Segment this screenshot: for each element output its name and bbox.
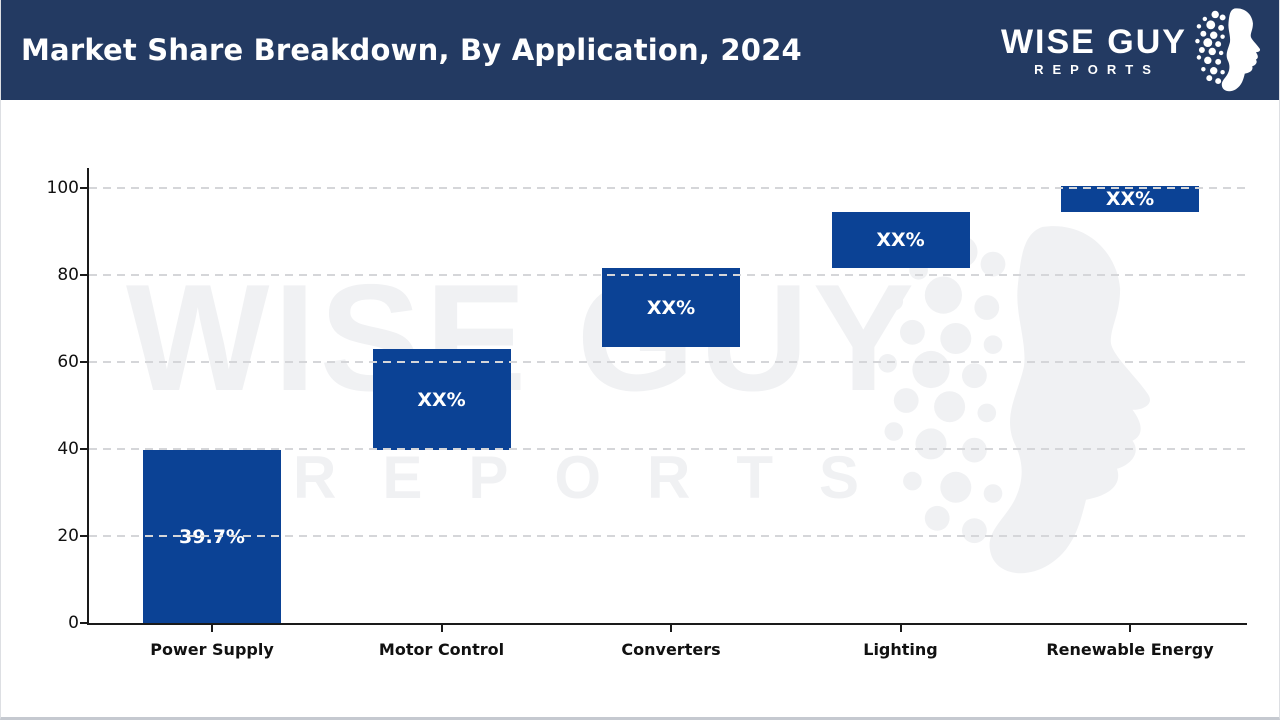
gridline — [89, 448, 1246, 450]
logo-wordmark: WISE GUY — [1000, 22, 1187, 61]
x-tick-mark — [440, 625, 443, 632]
bar-value-label: XX% — [876, 229, 925, 252]
watermark-wordmark: WISE GUY — [126, 253, 919, 423]
x-axis-label: Converters — [621, 640, 721, 659]
bar-motor-control: XX% — [372, 348, 511, 451]
y-tick-label: 100 — [46, 178, 79, 198]
y-tick-mark — [80, 187, 88, 189]
page-title: Market Share Breakdown, By Application, … — [21, 33, 802, 67]
x-axis-label: Renewable Energy — [1046, 640, 1214, 659]
y-tick-mark — [80, 274, 88, 276]
y-tick-label: 0 — [68, 613, 79, 633]
bar-value-label: XX% — [417, 388, 466, 411]
x-tick-mark — [211, 625, 213, 632]
gridline — [89, 535, 1246, 537]
y-tick-mark — [80, 622, 88, 624]
bar-value-label: XX% — [1105, 188, 1155, 211]
y-tick-mark — [80, 361, 88, 363]
bar-lighting: XX% — [831, 211, 970, 269]
wise-guy-logo: WISE GUY REPORTS — [1001, 7, 1267, 93]
y-tick-label: 40 — [57, 439, 79, 459]
logo-text: WISE GUY REPORTS — [1001, 25, 1187, 76]
y-tick-label: 60 — [57, 352, 79, 372]
y-tick-label: 80 — [57, 265, 79, 285]
logo-subtitle: REPORTS — [1034, 61, 1160, 77]
gridline — [89, 274, 1246, 276]
x-axis-label: Lighting — [863, 640, 938, 659]
x-axis-line — [87, 623, 1247, 625]
x-axis-label: Power Supply — [150, 640, 274, 659]
x-tick-mark — [899, 625, 902, 632]
y-tick-mark — [80, 535, 88, 537]
y-axis-line — [87, 168, 89, 625]
watermark-head-icon — [878, 226, 1150, 574]
y-tick-mark — [80, 448, 88, 450]
x-tick-mark — [1129, 625, 1131, 632]
header-bar: Market Share Breakdown, By Application, … — [1, 0, 1279, 100]
x-tick-mark — [670, 625, 672, 632]
gridline — [89, 361, 1246, 363]
watermark-subtitle: REPORTS — [293, 444, 906, 511]
bar-value-label: XX% — [646, 296, 696, 319]
bar-renewable-energy: XX% — [1061, 186, 1199, 212]
bar-converters: XX% — [602, 268, 740, 347]
x-axis-label: Motor Control — [378, 640, 505, 659]
gridline — [89, 187, 1246, 189]
y-tick-label: 20 — [57, 526, 79, 546]
